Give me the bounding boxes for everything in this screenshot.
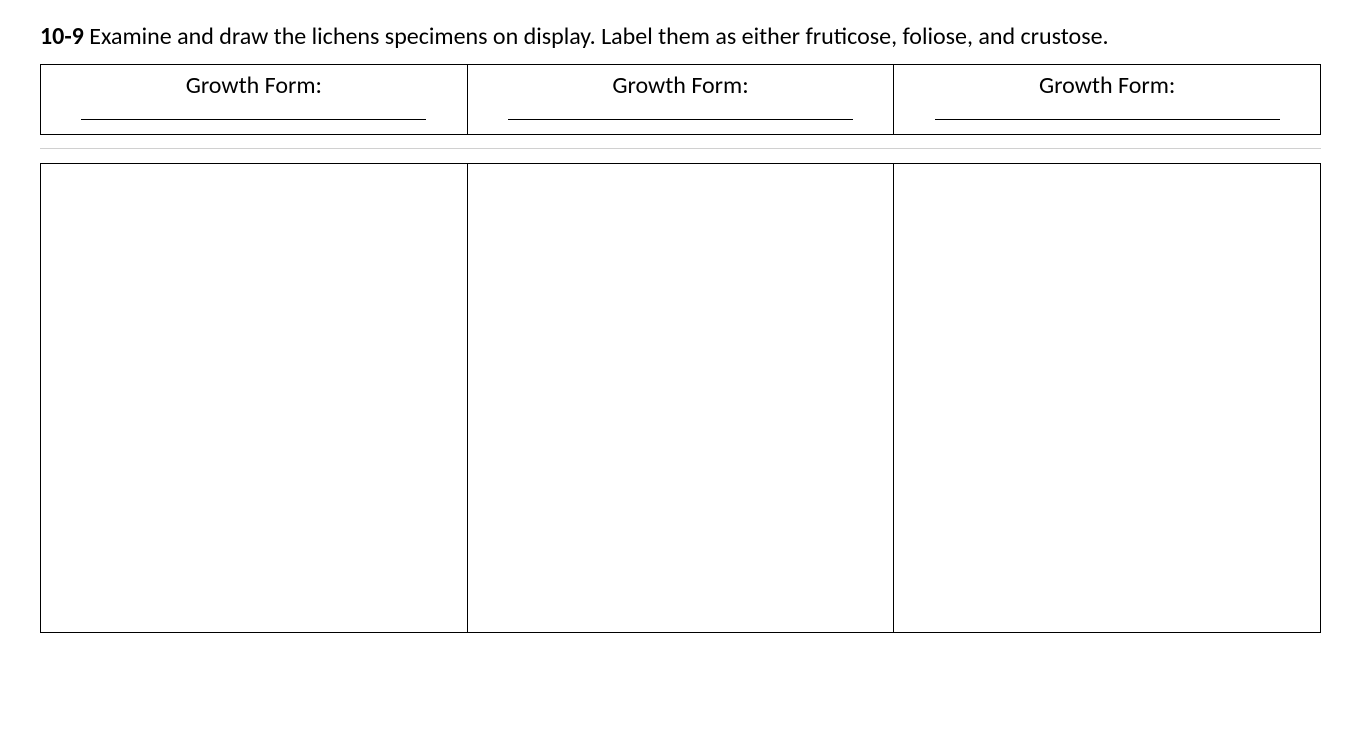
drawing-cell-1[interactable] [41, 164, 468, 632]
drawing-row [40, 163, 1321, 633]
label-row: Growth Form: Growth Form: Growth Form: [40, 64, 1321, 135]
drawing-cell-2[interactable] [468, 164, 895, 632]
row-gap [40, 135, 1321, 149]
growth-form-label-1: Growth Form: [51, 71, 457, 100]
growth-form-label-2: Growth Form: [478, 71, 884, 100]
growth-form-label-3: Growth Form: [904, 71, 1310, 100]
blank-line-3[interactable] [935, 102, 1280, 120]
worksheet-table: Growth Form: Growth Form: Growth Form: [40, 64, 1321, 633]
blank-line-2[interactable] [508, 102, 853, 120]
label-cell-1: Growth Form: [41, 65, 468, 134]
question-body: Examine and draw the lichens specimens o… [89, 22, 1108, 51]
question-number: 10-9 [40, 22, 84, 51]
label-cell-3: Growth Form: [894, 65, 1320, 134]
question-prompt: 10-9 Examine and draw the lichens specim… [40, 20, 1321, 54]
blank-line-1[interactable] [81, 102, 426, 120]
drawing-cell-3[interactable] [894, 164, 1320, 632]
label-cell-2: Growth Form: [468, 65, 895, 134]
